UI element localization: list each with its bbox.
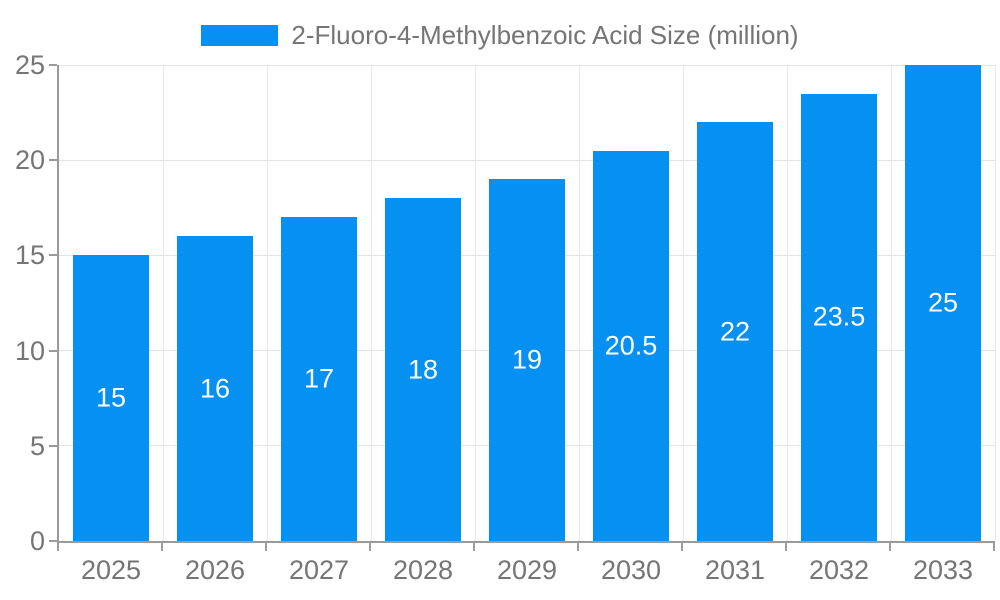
y-axis-tick: [49, 349, 57, 352]
bar[interactable]: [385, 198, 461, 541]
bar[interactable]: [905, 65, 981, 541]
bar-value-label: 16: [199, 373, 231, 404]
x-axis-tick-label: 2029: [496, 555, 558, 585]
x-axis-tick: [889, 543, 891, 551]
bar[interactable]: [281, 217, 357, 541]
bar-value-label: 22: [719, 316, 751, 347]
y-axis-tick-label: 20: [14, 145, 45, 176]
bar[interactable]: [697, 122, 773, 541]
gridline-horizontal: [59, 64, 995, 66]
gridline-vertical: [786, 65, 788, 541]
bar[interactable]: [593, 150, 669, 541]
gridline-vertical: [474, 65, 476, 541]
x-axis-tick: [473, 543, 475, 551]
legend-swatch: [201, 24, 279, 46]
bar-value-label: 15: [95, 382, 127, 413]
x-axis-tick: [681, 543, 683, 551]
y-axis-tick: [49, 64, 57, 66]
y-axis-tick: [49, 159, 57, 162]
bar-value-label: 20.5: [604, 330, 658, 361]
legend[interactable]: 2-Fluoro-4-Methylbenzoic Acid Size (mill…: [0, 21, 1000, 49]
y-axis-tick-label: 5: [29, 430, 45, 461]
x-axis-tick: [57, 543, 59, 551]
y-axis-tick-label: 15: [14, 240, 45, 271]
plot-area: 15 16 17 18 19 20.5 22 23.5 25: [57, 64, 996, 543]
gridline-horizontal: [59, 159, 995, 161]
x-axis-tick-label: 2032: [808, 555, 870, 585]
gridline-vertical: [578, 65, 580, 541]
bar-value-label: 19: [511, 344, 543, 375]
x-axis-tick-label: 2028: [392, 555, 454, 585]
gridline-vertical: [266, 65, 268, 541]
x-axis-tick-label: 2033: [912, 555, 974, 585]
gridline-vertical: [370, 65, 372, 541]
x-axis-tick-label: 2031: [704, 555, 766, 585]
x-axis-tick-label: 2030: [600, 555, 662, 585]
bar-value-label: 23.5: [812, 301, 866, 332]
bar-value-label: 17: [303, 363, 335, 394]
y-axis-tick: [49, 540, 57, 542]
y-axis-tick: [49, 444, 57, 447]
gridline-vertical: [162, 65, 164, 541]
bar[interactable]: [489, 179, 565, 541]
y-axis-tick: [49, 254, 57, 257]
x-axis-tick: [265, 543, 267, 551]
bar-value-label: 25: [927, 287, 959, 318]
gridline-vertical: [994, 65, 996, 541]
legend-label: 2-Fluoro-4-Methylbenzoic Acid Size (mill…: [291, 20, 799, 50]
y-axis-tick-label: 25: [14, 50, 45, 80]
x-axis-tick: [369, 543, 371, 551]
bar[interactable]: [801, 93, 877, 541]
x-axis-tick: [993, 543, 995, 551]
x-axis-tick-label: 2025: [80, 555, 142, 585]
gridline-vertical: [682, 65, 684, 541]
x-axis-tick-label: 2027: [288, 555, 350, 585]
y-axis-tick-label: 0: [29, 526, 45, 556]
bar-value-label: 18: [407, 354, 439, 385]
x-axis-tick: [785, 543, 787, 551]
x-axis-tick: [577, 543, 579, 551]
gridline-vertical: [890, 65, 892, 541]
y-axis-tick-label: 10: [14, 335, 45, 366]
x-axis-tick-label: 2026: [184, 555, 246, 585]
bar[interactable]: [73, 255, 149, 541]
x-axis-tick: [161, 543, 163, 551]
bar[interactable]: [177, 236, 253, 541]
